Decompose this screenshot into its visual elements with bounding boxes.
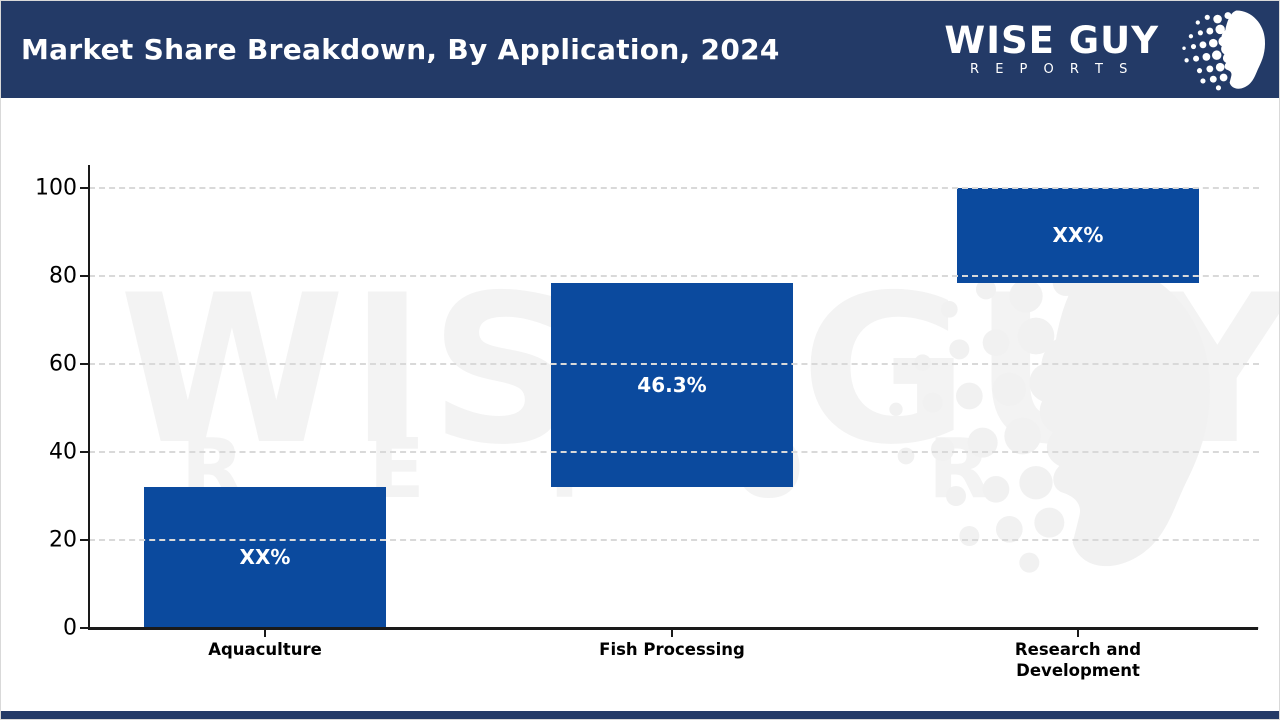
gridline-40: [89, 450, 1259, 453]
bar-fish-processing: [551, 282, 793, 487]
y-tick-mark-20: [80, 538, 88, 541]
gridline-60: [89, 362, 1259, 365]
x-axis-category-label-aquaculture: Aquaculture: [208, 640, 322, 659]
x-axis-category-label-fish-processing: Fish Processing: [599, 640, 745, 659]
footer-bar: [1, 711, 1279, 719]
gridline-20: [89, 538, 1259, 541]
gridline-80: [89, 274, 1259, 277]
bar-aquaculture: [144, 486, 386, 628]
y-tick-label-60: 60: [49, 351, 77, 376]
header-bar: Market Share Breakdown, By Application, …: [1, 1, 1279, 98]
page-title: Market Share Breakdown, By Application, …: [21, 33, 780, 66]
y-axis-line: [88, 165, 90, 629]
bar-value-label-fish-processing: 46.3%: [637, 372, 707, 397]
y-tick-mark-0: [80, 626, 88, 629]
y-tick-mark-60: [80, 362, 88, 365]
y-tick-label-0: 0: [63, 615, 77, 640]
wiseguy-head-icon: [1163, 7, 1267, 93]
bar-value-label-research-and-development: XX%: [1052, 223, 1104, 248]
logo-wordmark: WISE GUY: [944, 19, 1159, 62]
x-tick-mark-aquaculture: [264, 630, 266, 637]
y-tick-label-20: 20: [49, 527, 77, 552]
x-tick-mark-fish-processing: [671, 630, 673, 637]
x-axis-line: [88, 627, 1258, 630]
y-tick-mark-80: [80, 274, 88, 277]
y-tick-label-80: 80: [49, 263, 77, 288]
logo-subtitle: R E P O R T S: [970, 62, 1134, 77]
wiseguy-reports-logo: WISE GUY R E P O R T S: [944, 7, 1267, 93]
bar-value-label-aquaculture: XX%: [239, 545, 291, 570]
x-tick-mark-research-and-development: [1077, 630, 1079, 637]
gridline-100: [89, 186, 1259, 189]
x-axis-category-label-research-and-development: Research and Development: [1014, 640, 1142, 681]
y-tick-label-100: 100: [35, 175, 77, 200]
y-tick-mark-100: [80, 186, 88, 189]
y-tick-label-40: 40: [49, 439, 77, 464]
y-tick-mark-40: [80, 450, 88, 453]
